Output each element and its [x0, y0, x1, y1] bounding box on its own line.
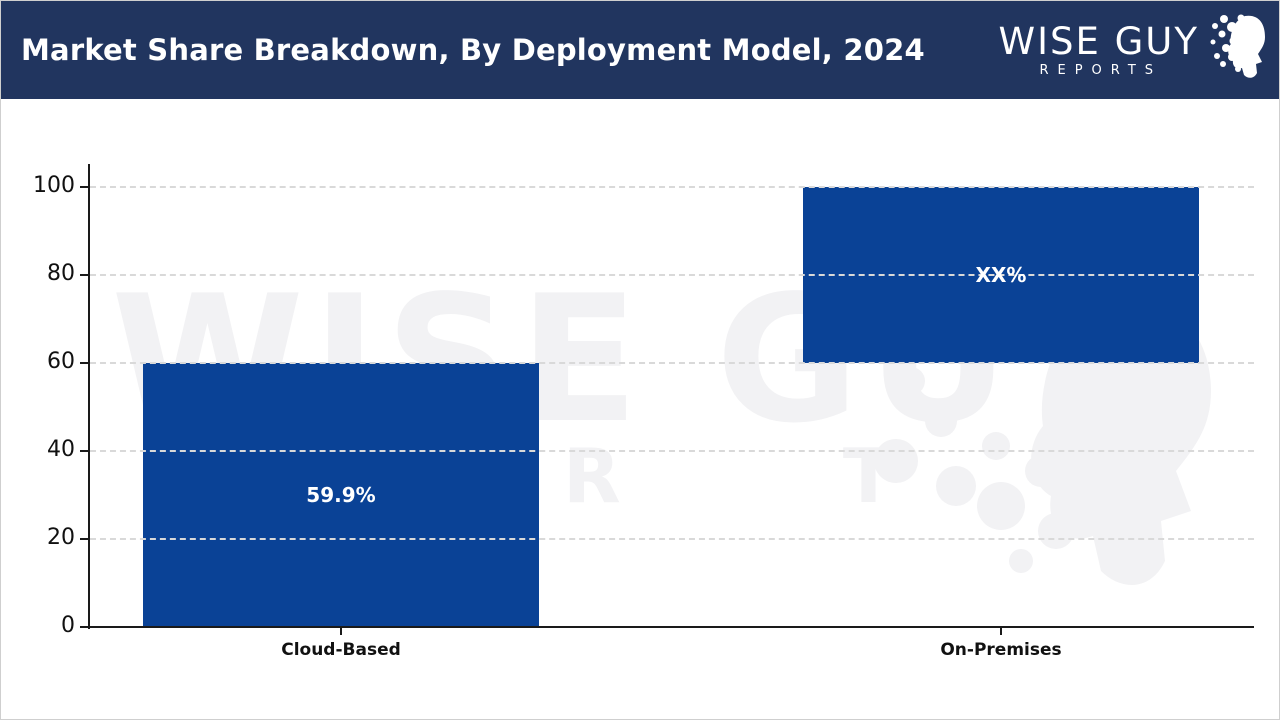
- y-tick-mark: [80, 362, 88, 364]
- y-tick-label: 100: [33, 173, 75, 198]
- wiseguy-logo: WISE GUY REPORTS: [999, 10, 1279, 90]
- x-tick-mark: [1000, 628, 1002, 635]
- gridline: [90, 186, 1254, 188]
- y-tick-mark: [80, 186, 88, 188]
- chart-title: Market Share Breakdown, By Deployment Mo…: [21, 33, 925, 67]
- gridline: [90, 450, 1254, 452]
- y-tick-mark: [80, 626, 88, 628]
- y-axis-spine: [88, 164, 90, 629]
- x-tick-mark: [340, 628, 342, 635]
- gridline: [90, 538, 1254, 540]
- y-tick-label: 20: [47, 525, 75, 550]
- gridline: [90, 362, 1254, 364]
- y-tick-mark: [80, 450, 88, 452]
- x-tick-label: On-Premises: [940, 640, 1062, 660]
- y-tick-label: 0: [61, 613, 75, 638]
- x-axis-spine: [88, 626, 1254, 628]
- bar: [143, 363, 539, 627]
- y-tick-label: 80: [47, 261, 75, 286]
- logo-wordmark: WISE GUY REPORTS: [999, 23, 1199, 78]
- gridline: [90, 274, 1254, 276]
- y-tick-mark: [80, 538, 88, 540]
- y-tick-mark: [80, 274, 88, 276]
- header-bar: Market Share Breakdown, By Deployment Mo…: [1, 1, 1279, 99]
- logo-wordmark-line1: WISE GUY: [998, 19, 1199, 63]
- logo-wordmark-line2: REPORTS: [1039, 62, 1163, 78]
- x-tick-label: Cloud-Based: [281, 640, 401, 660]
- y-tick-label: 40: [47, 437, 75, 462]
- bar-value-label: XX%: [975, 263, 1027, 287]
- bar-value-label: 59.9%: [306, 483, 376, 508]
- y-tick-label: 60: [47, 349, 75, 374]
- wiseguy-head-icon: [1210, 14, 1265, 78]
